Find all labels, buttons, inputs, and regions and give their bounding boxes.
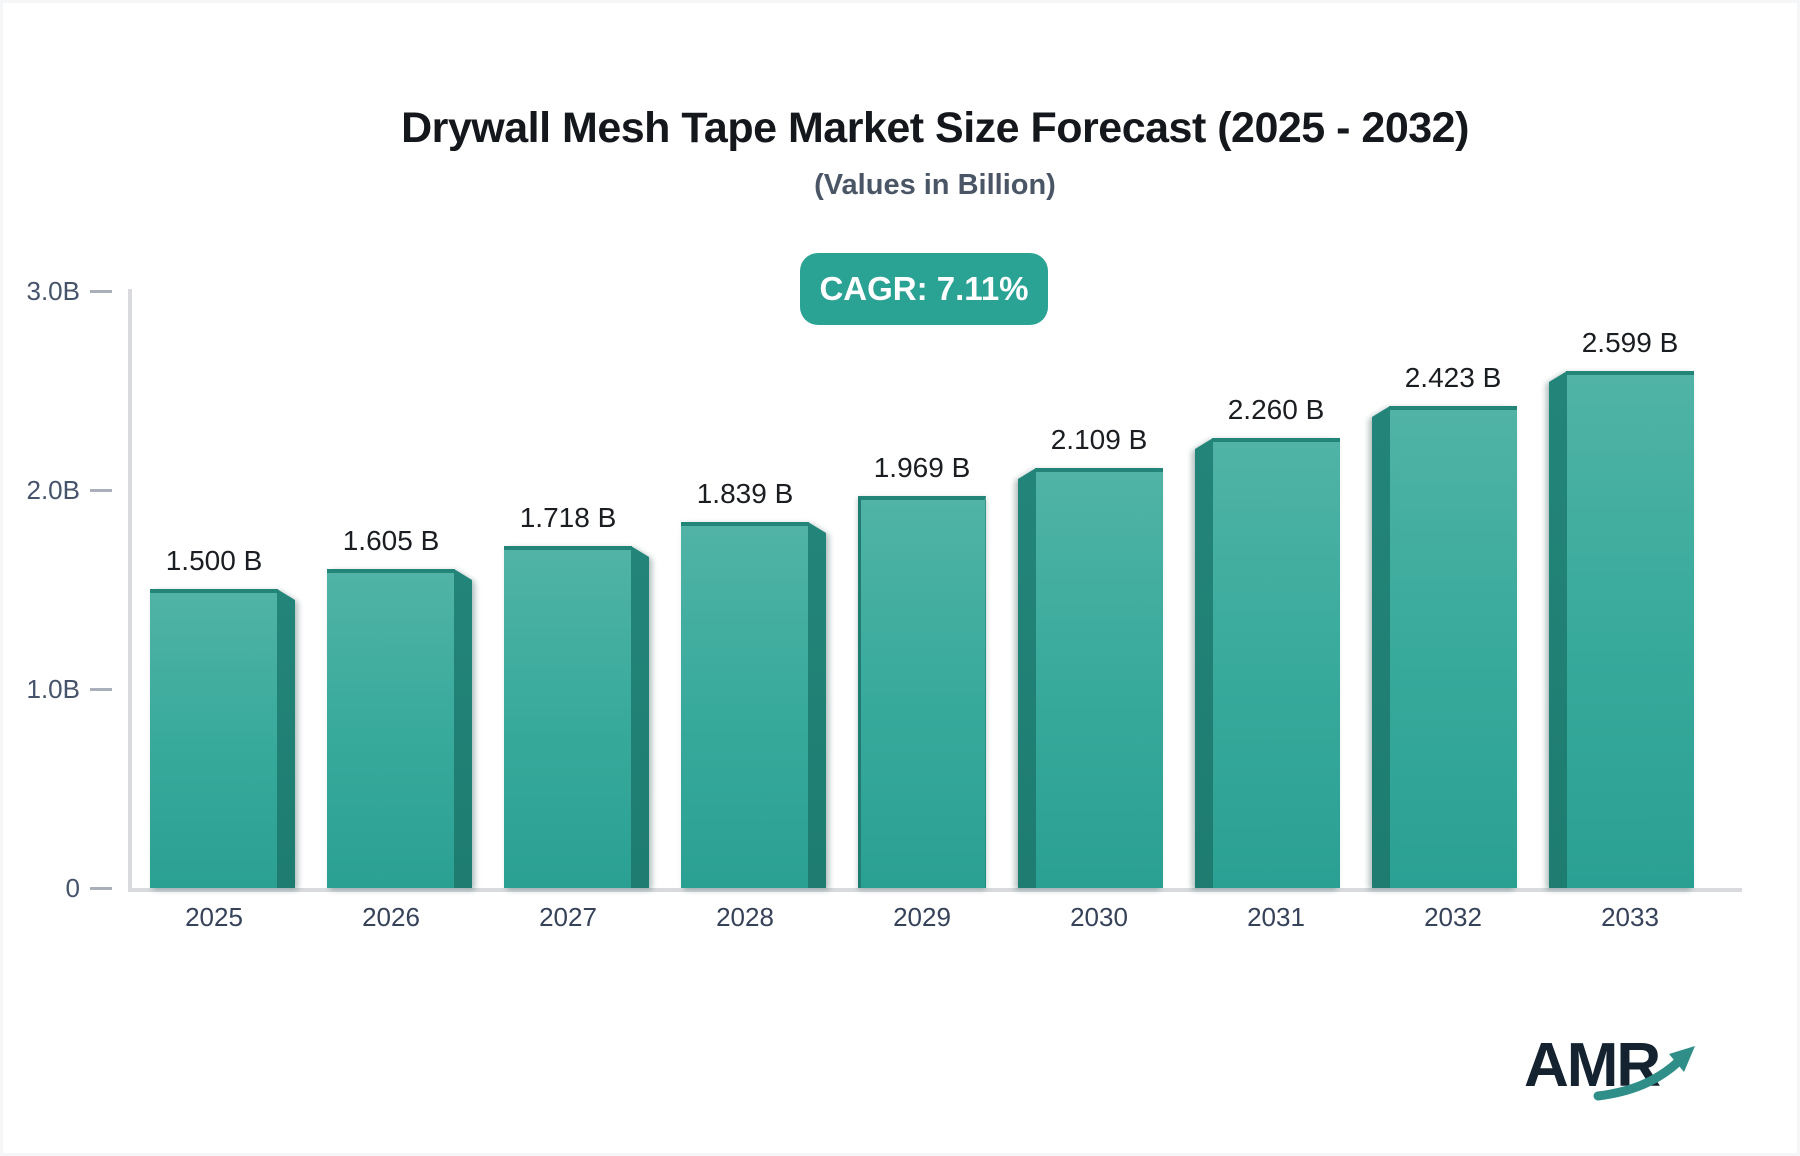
bar-side-face-2032	[1372, 406, 1390, 888]
bar-value-label-2030: 2.109 B	[1050, 424, 1148, 455]
bar-side-face-2033	[1549, 371, 1567, 888]
bar-front-face-2028	[681, 522, 809, 888]
bar-value-label-2027: 1.718 B	[519, 502, 617, 533]
growth-arrow-icon	[1593, 1046, 1695, 1101]
bar-value-label-2029: 1.969 B	[873, 452, 971, 483]
x-axis-label-2029: 2029	[893, 902, 951, 932]
cagr-badge-label: CAGR: 7.11%	[819, 270, 1029, 307]
x-axis-label-2033: 2033	[1601, 902, 1659, 932]
x-axis-label-2027: 2027	[539, 902, 597, 932]
bar-side-face-2030	[1018, 468, 1036, 888]
bar-front-face-2031	[1212, 438, 1340, 888]
x-axis-label-2032: 2032	[1424, 902, 1482, 932]
x-axis-label-2026: 2026	[362, 902, 420, 932]
y-axis-line	[128, 289, 132, 888]
bar-value-label-2032: 2.423 B	[1404, 362, 1502, 393]
y-tick-mark	[90, 290, 112, 293]
bar-front-face-2030	[1035, 468, 1163, 888]
amr-logo: AMR	[1524, 1030, 1724, 1120]
bar-value-label-2026: 1.605 B	[342, 525, 440, 556]
bar-front-face-2029	[858, 496, 986, 888]
bar-front-face-2033	[1566, 371, 1694, 888]
chart-subtitle: (Values in Billion)	[814, 169, 1056, 201]
x-axis-label-2025: 2025	[185, 902, 243, 932]
bar-front-face-2027	[504, 546, 632, 888]
y-tick-label-3.0B: 3.0B	[26, 276, 81, 306]
bar-side-face-2026	[454, 569, 472, 888]
bar-front-face-2026	[327, 569, 455, 888]
y-tick-label-0: 0	[65, 873, 80, 903]
bar-value-label-2025: 1.500 B	[165, 545, 263, 576]
x-axis-label-2028: 2028	[716, 902, 774, 932]
bar-side-face-2025	[277, 589, 295, 888]
bar-front-face-2032	[1389, 406, 1517, 888]
bar-value-label-2028: 1.839 B	[696, 478, 794, 509]
cagr-badge: CAGR: 7.11%	[800, 253, 1048, 325]
bar-value-label-2033: 2.599 B	[1581, 327, 1679, 358]
x-axis-label-2030: 2030	[1070, 902, 1128, 932]
bar-side-face-2031	[1195, 438, 1213, 888]
y-tick-mark	[90, 688, 112, 691]
page-title: Drywall Mesh Tape Market Size Forecast (…	[401, 104, 1469, 152]
x-axis-line	[128, 888, 1742, 892]
y-tick-label-2.0B: 2.0B	[26, 475, 81, 505]
x-axis-label-2031: 2031	[1247, 902, 1305, 932]
y-tick-label-1.0B: 1.0B	[26, 674, 81, 704]
y-tick-mark	[90, 489, 112, 492]
bar-side-face-2028	[808, 522, 826, 888]
y-tick-mark	[90, 887, 112, 890]
bar-front-face-2025	[150, 589, 278, 888]
bar-side-face-2027	[631, 546, 649, 888]
bar-value-label-2031: 2.260 B	[1227, 394, 1325, 425]
